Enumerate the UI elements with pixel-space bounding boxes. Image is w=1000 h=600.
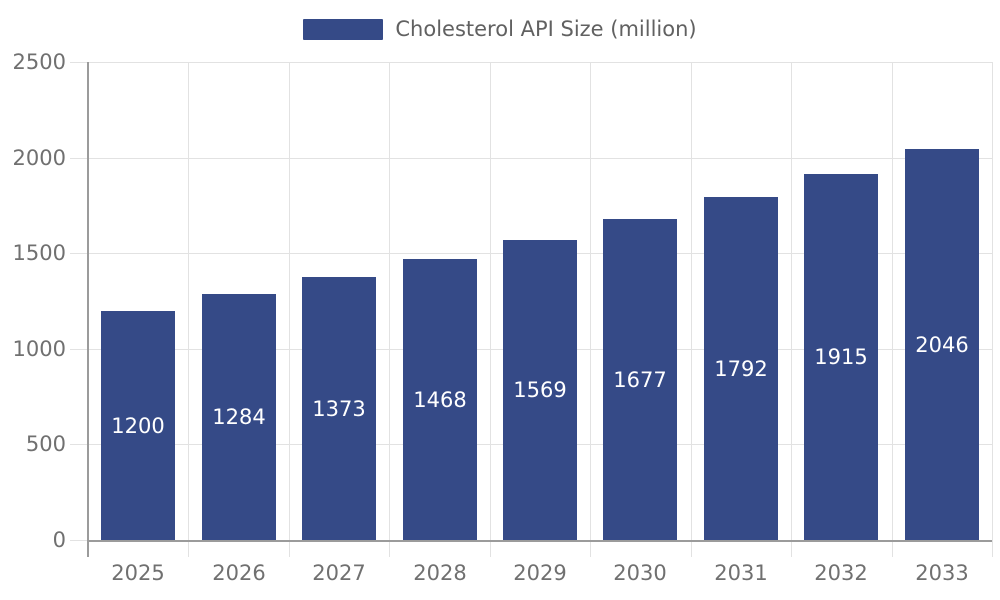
- x-tick-label: 2031: [714, 561, 768, 585]
- y-axis-line: [87, 62, 89, 557]
- x-axis-tick: [389, 540, 390, 557]
- bar-value-label: 2046: [915, 332, 969, 357]
- bar-value-label: 1569: [513, 378, 567, 402]
- x-axis-tick: [691, 540, 692, 557]
- bar-2030: 1677: [603, 219, 677, 540]
- y-tick-label: 2000: [12, 146, 66, 170]
- x-tick-label: 2027: [312, 561, 366, 585]
- x-tick-label: 2033: [915, 561, 969, 585]
- v-gridline: [490, 62, 491, 540]
- bar-value-label: 1200: [111, 413, 165, 438]
- x-axis-tick: [590, 540, 591, 557]
- bar-value-label: 1915: [814, 345, 868, 369]
- x-tick-label: 2025: [111, 561, 165, 585]
- x-tick-label: 2026: [212, 561, 266, 585]
- x-tick-label: 2029: [513, 561, 567, 585]
- y-axis-tick: [70, 540, 88, 541]
- y-axis-tick: [70, 349, 88, 350]
- y-axis-tick: [70, 158, 88, 159]
- y-tick-label: 2500: [12, 50, 66, 74]
- x-axis-tick: [892, 540, 893, 557]
- bar-2027: 1373: [302, 277, 376, 540]
- x-axis-tick: [188, 540, 189, 557]
- v-gridline: [892, 62, 893, 540]
- y-axis-tick: [70, 62, 88, 63]
- y-tick-label: 0: [52, 528, 66, 552]
- bar-value-label: 1468: [413, 387, 467, 412]
- x-axis-tick: [289, 540, 290, 557]
- bar-2025: 1200: [101, 311, 175, 540]
- x-axis-line: [88, 540, 992, 542]
- legend-swatch: [303, 18, 384, 40]
- bar-2026: 1284: [202, 294, 276, 540]
- v-gridline: [590, 62, 591, 540]
- bar-2033: 2046: [905, 149, 979, 540]
- v-gridline: [992, 62, 993, 540]
- x-tick-label: 2032: [814, 561, 868, 585]
- bar-2031: 1792: [704, 197, 778, 540]
- x-tick-label: 2028: [413, 561, 467, 585]
- bar-value-label: 1373: [312, 396, 366, 421]
- bar-2029: 1569: [503, 240, 577, 540]
- v-gridline: [389, 62, 390, 540]
- legend-item[interactable]: Cholesterol API Size (million): [0, 17, 1000, 41]
- x-axis-tick: [791, 540, 792, 557]
- y-axis-tick: [70, 253, 88, 254]
- bar-value-label: 1677: [613, 367, 667, 392]
- bar-2028: 1468: [403, 259, 477, 540]
- y-tick-label: 500: [25, 432, 66, 456]
- x-tick-label: 2030: [613, 561, 667, 585]
- v-gridline: [691, 62, 692, 540]
- y-axis-tick: [70, 444, 88, 445]
- v-gridline: [791, 62, 792, 540]
- h-gridline: [88, 158, 992, 159]
- v-gridline: [289, 62, 290, 540]
- bar-value-label: 1284: [212, 405, 266, 429]
- y-tick-label: 1000: [12, 337, 66, 361]
- x-axis-tick: [992, 540, 993, 557]
- x-axis-tick: [490, 540, 491, 557]
- bar-2032: 1915: [804, 174, 878, 540]
- bar-value-label: 1792: [714, 356, 768, 381]
- h-gridline: [88, 62, 992, 63]
- legend-label: Cholesterol API Size (million): [395, 17, 697, 41]
- v-gridline: [188, 62, 189, 540]
- y-tick-label: 1500: [12, 241, 66, 265]
